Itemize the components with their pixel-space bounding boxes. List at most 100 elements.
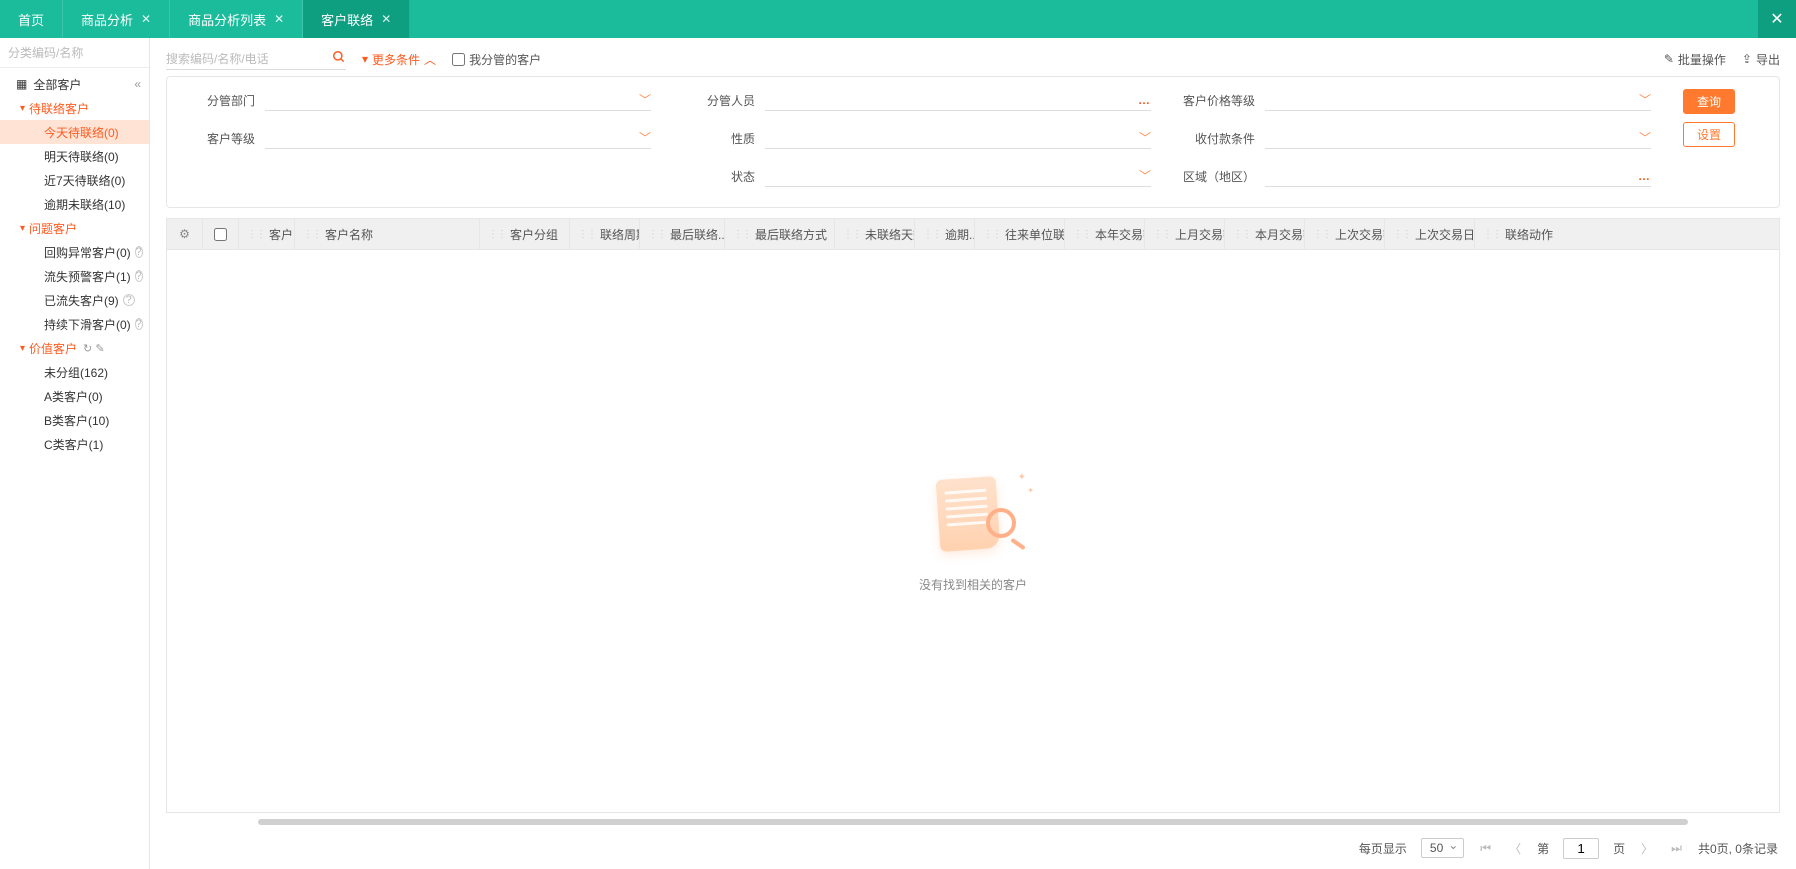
- sidebar-group[interactable]: ▾问题客户: [0, 216, 149, 240]
- drag-handle-icon[interactable]: ⋮⋮: [843, 229, 861, 240]
- close-icon[interactable]: ✕: [274, 12, 284, 26]
- chevron-down-icon[interactable]: ﹀: [1639, 129, 1651, 146]
- filter-control[interactable]: …: [765, 89, 1151, 111]
- chevron-down-icon[interactable]: ﹀: [1639, 91, 1651, 108]
- filter-control[interactable]: ﹀: [265, 89, 651, 111]
- ellipsis-icon[interactable]: …: [1638, 169, 1651, 183]
- table-column-header[interactable]: ⋮⋮逾期...: [915, 219, 975, 249]
- table-column-header[interactable]: ⋮⋮客户名称: [295, 219, 480, 249]
- table-settings-button[interactable]: ⚙: [167, 219, 203, 249]
- sidebar-item[interactable]: 近7天待联络(0): [0, 168, 149, 192]
- filter-control[interactable]: ﹀: [765, 127, 1151, 149]
- drag-handle-icon[interactable]: ⋮⋮: [1073, 229, 1091, 240]
- close-all-tabs-button[interactable]: ✕: [1758, 0, 1796, 38]
- table-column-header[interactable]: ⋮⋮未联络天数: [835, 219, 915, 249]
- help-icon[interactable]: ?: [123, 294, 135, 306]
- export-button[interactable]: ⇪ 导出: [1742, 51, 1780, 68]
- sidebar-collapse-toggle[interactable]: «: [134, 77, 141, 91]
- table-column-header[interactable]: ⋮⋮上次交易日期: [1385, 219, 1475, 249]
- filter-control[interactable]: ﹀: [265, 127, 651, 149]
- page-number-input[interactable]: [1563, 838, 1599, 859]
- drag-handle-icon[interactable]: ⋮⋮: [1393, 229, 1411, 240]
- sidebar-item[interactable]: 今天待联络(0): [0, 120, 149, 144]
- batch-action-button[interactable]: ✎ 批量操作: [1664, 51, 1726, 68]
- search-icon[interactable]: [332, 50, 346, 67]
- refresh-icon[interactable]: ↻: [83, 343, 92, 355]
- drag-handle-icon[interactable]: ⋮⋮: [578, 229, 596, 240]
- my-customers-checkbox[interactable]: 我分管的客户: [452, 51, 541, 68]
- top-tab[interactable]: 商品分析✕: [63, 0, 170, 38]
- drag-handle-icon[interactable]: ⋮⋮: [733, 229, 751, 240]
- horizontal-scrollbar[interactable]: [168, 817, 1778, 827]
- sidebar-group[interactable]: ▾待联络客户: [0, 96, 149, 120]
- first-page-button[interactable]: ⏮: [1478, 841, 1493, 856]
- sidebar-item[interactable]: 逾期未联络(10): [0, 192, 149, 216]
- sidebar-item[interactable]: 持续下滑客户(0)?: [0, 312, 149, 336]
- ellipsis-icon[interactable]: …: [1138, 93, 1151, 107]
- sidebar-item[interactable]: 未分组(162): [0, 360, 149, 384]
- chevron-down-icon[interactable]: ﹀: [639, 129, 651, 146]
- drag-handle-icon[interactable]: ⋮⋮: [303, 229, 321, 240]
- drag-handle-icon[interactable]: ⋮⋮: [488, 229, 506, 240]
- sidebar-group-actions[interactable]: ↻ ✎: [83, 342, 105, 355]
- table-column-header[interactable]: ⋮⋮上次交易额: [1305, 219, 1385, 249]
- drag-handle-icon[interactable]: ⋮⋮: [247, 229, 265, 240]
- sidebar-item[interactable]: 明天待联络(0): [0, 144, 149, 168]
- sidebar-item[interactable]: 流失预警客户(1)?: [0, 264, 149, 288]
- sidebar-item[interactable]: C类客户(1): [0, 432, 149, 456]
- column-label: 客户...: [269, 226, 295, 243]
- chevron-down-icon[interactable]: ﹀: [639, 91, 651, 108]
- chevron-down-icon[interactable]: ﹀: [1139, 129, 1151, 146]
- table-column-header[interactable]: ⋮⋮联络动作: [1475, 219, 1779, 249]
- drag-handle-icon[interactable]: ⋮⋮: [1483, 229, 1501, 240]
- prev-page-button[interactable]: 〈: [1507, 840, 1523, 857]
- close-icon[interactable]: ✕: [381, 12, 391, 26]
- filter-control[interactable]: ﹀: [1265, 89, 1651, 111]
- last-page-button[interactable]: ⏭: [1669, 841, 1684, 856]
- sidebar-item[interactable]: A类客户(0): [0, 384, 149, 408]
- main-search-input[interactable]: [166, 52, 332, 66]
- drag-handle-icon[interactable]: ⋮⋮: [648, 229, 666, 240]
- table-column-header[interactable]: ⋮⋮最后联络...: [640, 219, 725, 249]
- help-icon[interactable]: ?: [135, 318, 143, 330]
- table-column-header[interactable]: ⋮⋮客户分组: [480, 219, 570, 249]
- table-select-all[interactable]: [203, 219, 239, 249]
- table-column-header[interactable]: ⋮⋮本月交易额: [1225, 219, 1305, 249]
- scrollbar-thumb[interactable]: [258, 819, 1688, 825]
- drag-handle-icon[interactable]: ⋮⋮: [923, 229, 941, 240]
- sidebar-all-customers[interactable]: ▦ 全部客户 «: [0, 72, 149, 96]
- table-column-header[interactable]: ⋮⋮本年交易额: [1065, 219, 1145, 249]
- sidebar-search-input[interactable]: [8, 46, 150, 60]
- table-column-header[interactable]: ⋮⋮最后联络方式: [725, 219, 835, 249]
- table-column-header[interactable]: ⋮⋮往来单位联...: [975, 219, 1065, 249]
- table-column-header[interactable]: ⋮⋮联络周期: [570, 219, 640, 249]
- edit-icon[interactable]: ✎: [95, 343, 104, 355]
- filter-control[interactable]: ﹀: [765, 165, 1151, 187]
- my-customers-checkbox-input[interactable]: [452, 53, 465, 66]
- per-page-select[interactable]: 50: [1421, 838, 1464, 858]
- query-button[interactable]: 查询: [1683, 89, 1735, 114]
- sidebar-item[interactable]: 回购异常客户(0)?: [0, 240, 149, 264]
- settings-button[interactable]: 设置: [1683, 122, 1735, 147]
- top-tab[interactable]: 首页: [0, 0, 63, 38]
- help-icon[interactable]: ?: [135, 246, 143, 258]
- next-page-button[interactable]: 〉: [1639, 840, 1655, 857]
- drag-handle-icon[interactable]: ⋮⋮: [1233, 229, 1251, 240]
- top-tab[interactable]: 客户联络✕: [303, 0, 410, 38]
- table-column-header[interactable]: ⋮⋮上月交易额: [1145, 219, 1225, 249]
- filter-control[interactable]: …: [1265, 165, 1651, 187]
- close-icon[interactable]: ✕: [141, 12, 151, 26]
- drag-handle-icon[interactable]: ⋮⋮: [1313, 229, 1331, 240]
- filter-control[interactable]: ﹀: [1265, 127, 1651, 149]
- more-filters-toggle[interactable]: ▾ 更多条件 ︿: [362, 51, 436, 68]
- drag-handle-icon[interactable]: ⋮⋮: [1153, 229, 1171, 240]
- sidebar-item[interactable]: 已流失客户(9)?: [0, 288, 149, 312]
- select-all-checkbox[interactable]: [214, 228, 227, 241]
- help-icon[interactable]: ?: [135, 270, 143, 282]
- drag-handle-icon[interactable]: ⋮⋮: [983, 229, 1001, 240]
- sidebar-group[interactable]: ▾价值客户↻ ✎: [0, 336, 149, 360]
- table-column-header[interactable]: ⋮⋮ 客户...: [239, 219, 295, 249]
- sidebar-item[interactable]: B类客户(10): [0, 408, 149, 432]
- top-tab[interactable]: 商品分析列表✕: [170, 0, 303, 38]
- chevron-down-icon[interactable]: ﹀: [1139, 167, 1151, 184]
